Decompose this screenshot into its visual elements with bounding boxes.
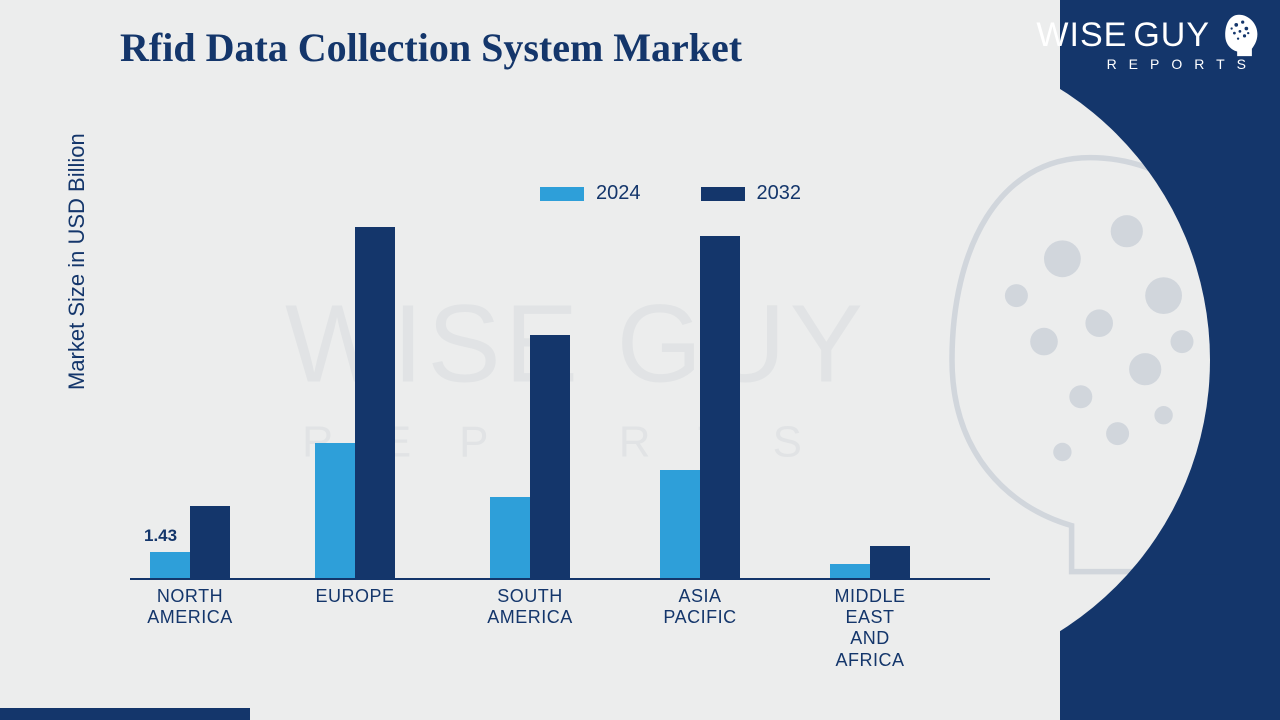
brand-word-guy: GUY	[1133, 16, 1210, 55]
bar-2024	[150, 552, 190, 578]
brand-logo: WISE GUY REPORTS	[1042, 12, 1262, 72]
bar-group	[830, 546, 910, 578]
chart-canvas: WISE GUY REPORTS Rfid Data Collection	[0, 0, 1280, 720]
x-axis-label: ASIA PACIFIC	[630, 586, 770, 628]
bar-group	[660, 236, 740, 578]
legend-label-2032: 2032	[757, 182, 802, 205]
bar-2024	[315, 443, 355, 578]
chart-title: Rfid Data Collection System Market	[120, 24, 742, 71]
x-axis-label: MIDDLE EAST AND AFRICA	[800, 586, 940, 671]
legend-item-2032: 2032	[701, 182, 802, 205]
bar-2024	[660, 470, 700, 578]
brand-word-reports: REPORTS	[1042, 56, 1262, 72]
bar-2032	[870, 546, 910, 578]
legend-label-2024: 2024	[596, 182, 641, 205]
y-axis-label: Market Size in USD Billion	[64, 133, 90, 390]
bar-group	[490, 335, 570, 578]
bar-2032	[530, 335, 570, 578]
legend-item-2024: 2024	[540, 182, 641, 205]
legend-swatch-2024	[540, 187, 584, 201]
bottom-accent-bar	[0, 708, 250, 720]
x-axis-label: NORTH AMERICA	[120, 586, 260, 628]
bar-2032	[190, 506, 230, 578]
legend-swatch-2032	[701, 187, 745, 201]
bar-value-label: 1.43	[144, 526, 177, 546]
bar-2024	[490, 497, 530, 578]
x-axis-label: EUROPE	[285, 586, 425, 607]
bar-2032	[355, 227, 395, 578]
brand-word-wise: WISE	[1036, 16, 1127, 55]
legend: 2024 2032	[540, 182, 801, 205]
x-axis-labels: NORTH AMERICAEUROPESOUTH AMERICAASIA PAC…	[130, 586, 990, 706]
bar-2024	[830, 564, 870, 578]
brand-head-icon	[1216, 12, 1262, 58]
bar-group	[315, 227, 395, 578]
x-axis-label: SOUTH AMERICA	[460, 586, 600, 628]
bar-2032	[700, 236, 740, 578]
plot-area: 1.43	[130, 220, 990, 580]
